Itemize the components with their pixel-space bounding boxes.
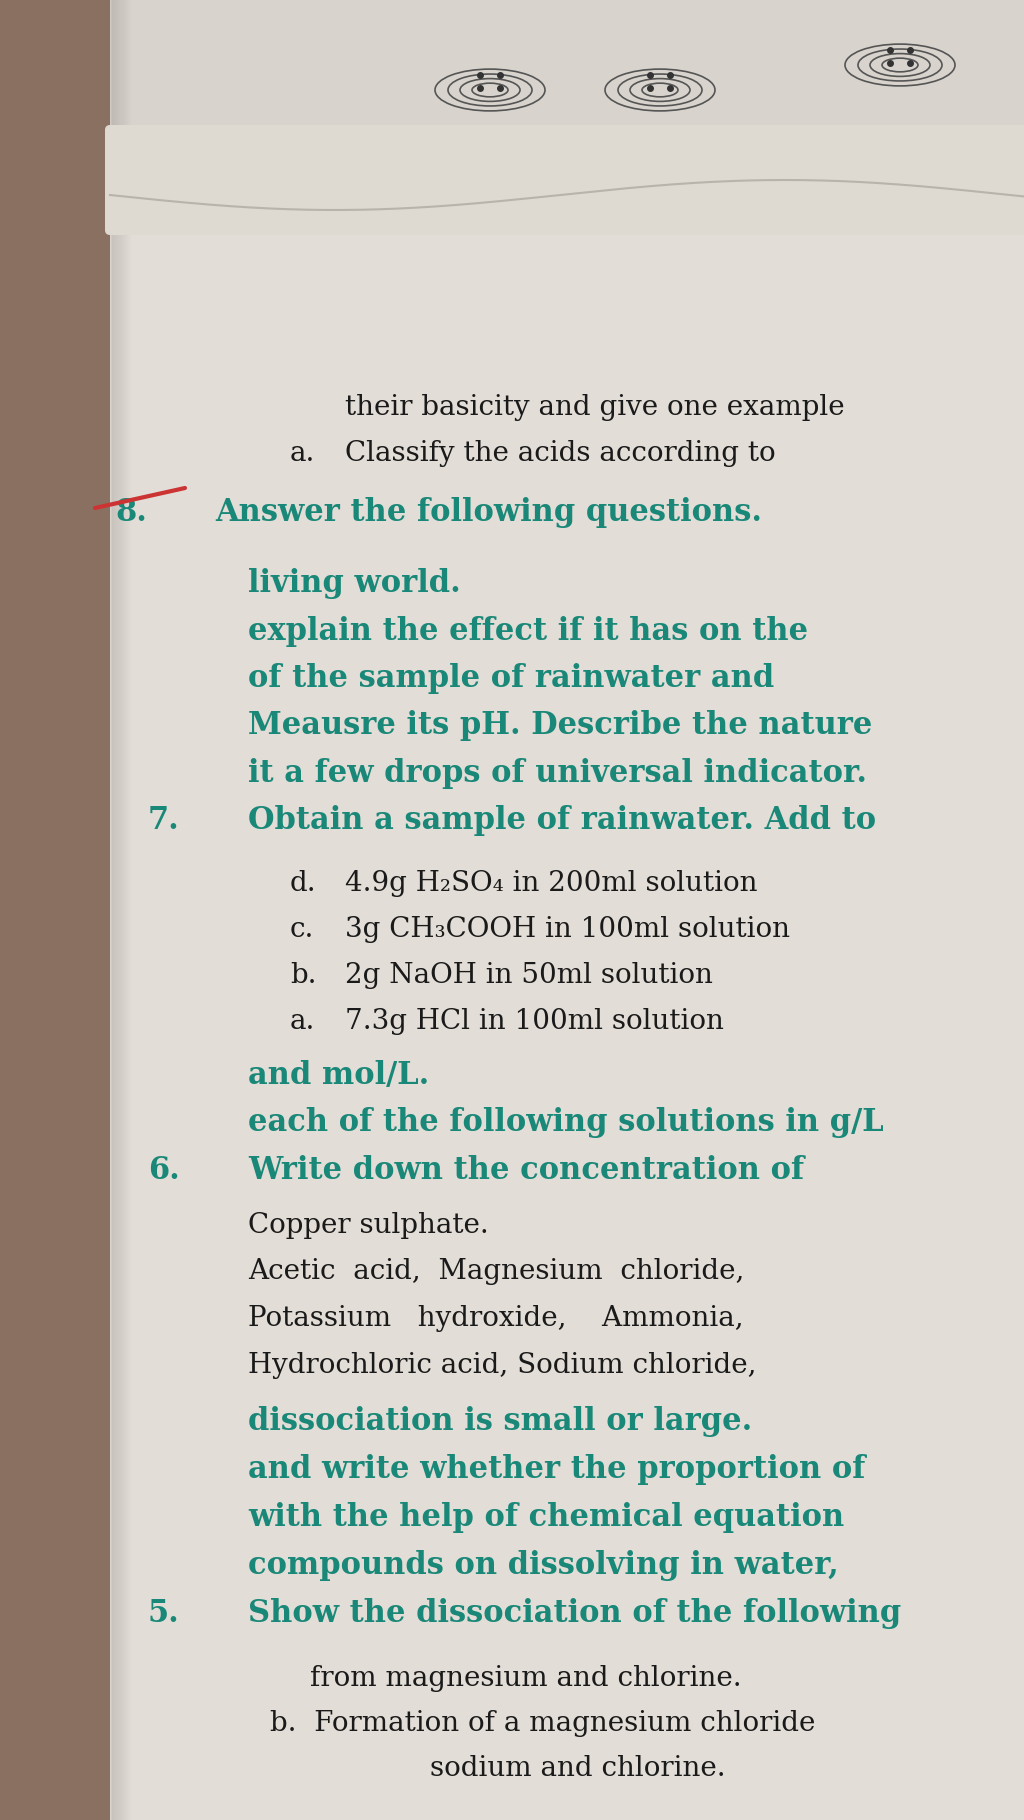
Text: 8.: 8. bbox=[115, 497, 146, 528]
Text: compounds on dissolving in water,: compounds on dissolving in water, bbox=[248, 1551, 839, 1582]
Text: Hydrochloric acid, Sodium chloride,: Hydrochloric acid, Sodium chloride, bbox=[248, 1352, 757, 1380]
Text: Potassium   hydroxide,    Ammonia,: Potassium hydroxide, Ammonia, bbox=[248, 1305, 743, 1332]
Bar bbox=[110, 0, 1024, 229]
Bar bbox=[121, 0, 124, 1820]
Text: Acetic  acid,  Magnesium  chloride,: Acetic acid, Magnesium chloride, bbox=[248, 1258, 744, 1285]
Text: from magnesium and chlorine.: from magnesium and chlorine. bbox=[310, 1665, 741, 1693]
Bar bbox=[118, 0, 121, 1820]
Text: 6.: 6. bbox=[148, 1156, 180, 1187]
Bar bbox=[123, 0, 126, 1820]
Bar bbox=[119, 0, 122, 1820]
Bar bbox=[116, 0, 119, 1820]
Text: their basicity and give one example: their basicity and give one example bbox=[345, 393, 845, 420]
Bar bbox=[122, 0, 125, 1820]
Bar bbox=[126, 0, 129, 1820]
Text: it a few drops of universal indicator.: it a few drops of universal indicator. bbox=[248, 757, 867, 790]
Bar bbox=[127, 0, 130, 1820]
Text: 2g NaOH in 50ml solution: 2g NaOH in 50ml solution bbox=[345, 963, 713, 988]
Text: a.: a. bbox=[290, 440, 315, 468]
Text: Obtain a sample of rainwater. Add to: Obtain a sample of rainwater. Add to bbox=[248, 804, 877, 835]
Text: Meausre its pH. Describe the nature: Meausre its pH. Describe the nature bbox=[248, 710, 872, 741]
Text: explain the effect if it has on the: explain the effect if it has on the bbox=[248, 615, 808, 646]
Bar bbox=[112, 0, 115, 1820]
Text: 4.9g H₂SO₄ in 200ml solution: 4.9g H₂SO₄ in 200ml solution bbox=[345, 870, 758, 897]
Text: b.  Formation of a magnesium chloride: b. Formation of a magnesium chloride bbox=[270, 1711, 815, 1736]
Text: d.: d. bbox=[290, 870, 316, 897]
Text: Copper sulphate.: Copper sulphate. bbox=[248, 1212, 488, 1239]
Bar bbox=[114, 0, 117, 1820]
Text: and write whether the proportion of: and write whether the proportion of bbox=[248, 1454, 865, 1485]
Text: of the sample of rainwater and: of the sample of rainwater and bbox=[248, 662, 774, 693]
Text: dissociation is small or large.: dissociation is small or large. bbox=[248, 1407, 753, 1438]
Text: c.: c. bbox=[290, 915, 314, 943]
Bar bbox=[124, 0, 127, 1820]
Text: 7.: 7. bbox=[148, 804, 180, 835]
Bar bbox=[128, 0, 131, 1820]
Bar bbox=[110, 0, 113, 1820]
Text: 5.: 5. bbox=[148, 1598, 180, 1629]
Text: with the help of chemical equation: with the help of chemical equation bbox=[248, 1502, 844, 1532]
Bar bbox=[129, 0, 132, 1820]
Text: b.: b. bbox=[290, 963, 316, 988]
Bar bbox=[117, 0, 120, 1820]
Text: Show the dissociation of the following: Show the dissociation of the following bbox=[248, 1598, 901, 1629]
Bar bbox=[113, 0, 116, 1820]
Text: each of the following solutions in g/L: each of the following solutions in g/L bbox=[248, 1107, 884, 1138]
Bar bbox=[110, 0, 1024, 1820]
Text: sodium and chlorine.: sodium and chlorine. bbox=[430, 1754, 726, 1782]
Text: a.: a. bbox=[290, 1008, 315, 1036]
Bar bbox=[115, 0, 118, 1820]
Text: 3g CH₃COOH in 100ml solution: 3g CH₃COOH in 100ml solution bbox=[345, 915, 790, 943]
Bar bbox=[0, 0, 110, 1820]
Bar bbox=[120, 0, 123, 1820]
Bar bbox=[111, 0, 114, 1820]
Text: 7.3g HCl in 100ml solution: 7.3g HCl in 100ml solution bbox=[345, 1008, 724, 1036]
FancyBboxPatch shape bbox=[105, 126, 1024, 235]
Text: living world.: living world. bbox=[248, 568, 461, 599]
Bar bbox=[125, 0, 128, 1820]
Text: Answer the following questions.: Answer the following questions. bbox=[215, 497, 762, 528]
Text: Write down the concentration of: Write down the concentration of bbox=[248, 1156, 804, 1187]
Text: and mol/L.: and mol/L. bbox=[248, 1059, 429, 1090]
Text: Classify the acids according to: Classify the acids according to bbox=[345, 440, 775, 468]
